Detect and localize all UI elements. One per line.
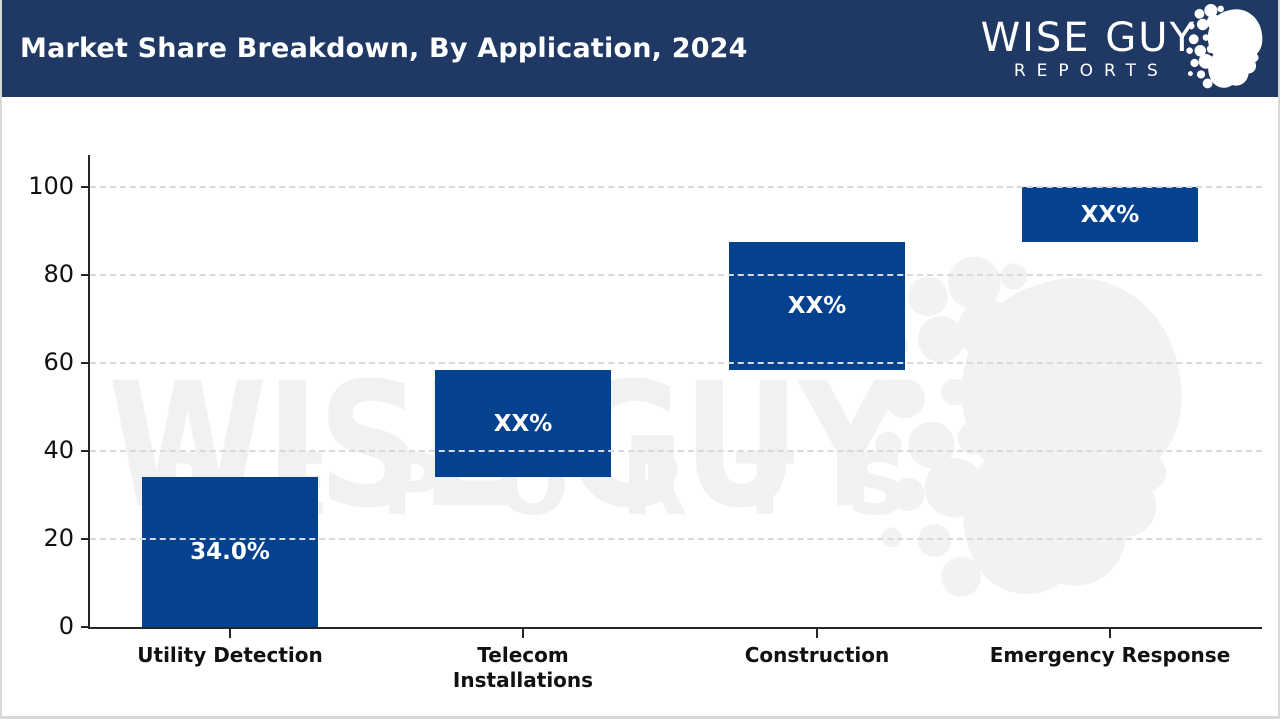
y-tick-label: 40 — [43, 436, 74, 464]
grid-line — [90, 186, 1262, 188]
logo-brand-subtitle: REPORTS — [1013, 60, 1169, 81]
y-tick-label: 20 — [43, 524, 74, 552]
bar-segment: XX% — [435, 370, 611, 478]
x-axis-line — [88, 627, 1262, 629]
x-tick-mark — [1109, 629, 1111, 638]
header-bar: Market Share Breakdown, By Application, … — [0, 0, 1280, 97]
y-tick-label: 100 — [28, 172, 74, 200]
bar-segment: 34.0% — [142, 477, 318, 627]
grid-line — [90, 450, 1262, 452]
page-title: Market Share Breakdown, By Application, … — [20, 33, 748, 64]
wise-guy-head-icon — [1186, 3, 1263, 88]
wise-guy-logo: WISE GUY REPORTS — [981, 3, 1266, 90]
bar-value-label: XX% — [787, 293, 847, 320]
grid-line — [90, 274, 1262, 276]
y-tick-label: 0 — [58, 612, 74, 640]
x-tick-mark — [229, 629, 231, 638]
chart-area: WISE GUY REPORTS 0 20 40 60 80 100 34.0% Utilit… — [0, 97, 1280, 720]
y-tick-mark — [81, 274, 90, 276]
wise-guy-logo-text: WISE GUY REPORTS — [981, 18, 1196, 80]
watermark-head-icon — [875, 256, 1182, 597]
x-category-label: Utility Detection — [137, 643, 323, 667]
y-axis-line — [88, 155, 90, 629]
grid-line — [90, 538, 1262, 540]
y-tick-mark — [81, 186, 90, 188]
y-tick-mark — [81, 538, 90, 540]
y-tick-mark — [81, 450, 90, 452]
bar-segment: XX% — [729, 242, 905, 371]
y-tick-label: 80 — [43, 260, 74, 288]
y-tick-mark — [81, 362, 90, 364]
x-tick-mark — [816, 629, 818, 638]
x-category-label: Construction — [744, 643, 890, 667]
bar-segment: XX% — [1022, 187, 1198, 242]
y-tick-mark — [81, 626, 90, 628]
x-tick-mark — [522, 629, 524, 638]
bar-value-label: XX% — [493, 410, 553, 437]
x-category-label: Telecom Installations — [452, 643, 594, 692]
bar-value-label: XX% — [1080, 201, 1140, 228]
grid-line — [90, 362, 1262, 364]
bar-value-label: 34.0% — [190, 539, 270, 566]
x-category-label: Emergency Response — [989, 643, 1231, 667]
logo-brand-name: WISE GUY — [980, 14, 1196, 61]
y-tick-label: 60 — [43, 348, 74, 376]
